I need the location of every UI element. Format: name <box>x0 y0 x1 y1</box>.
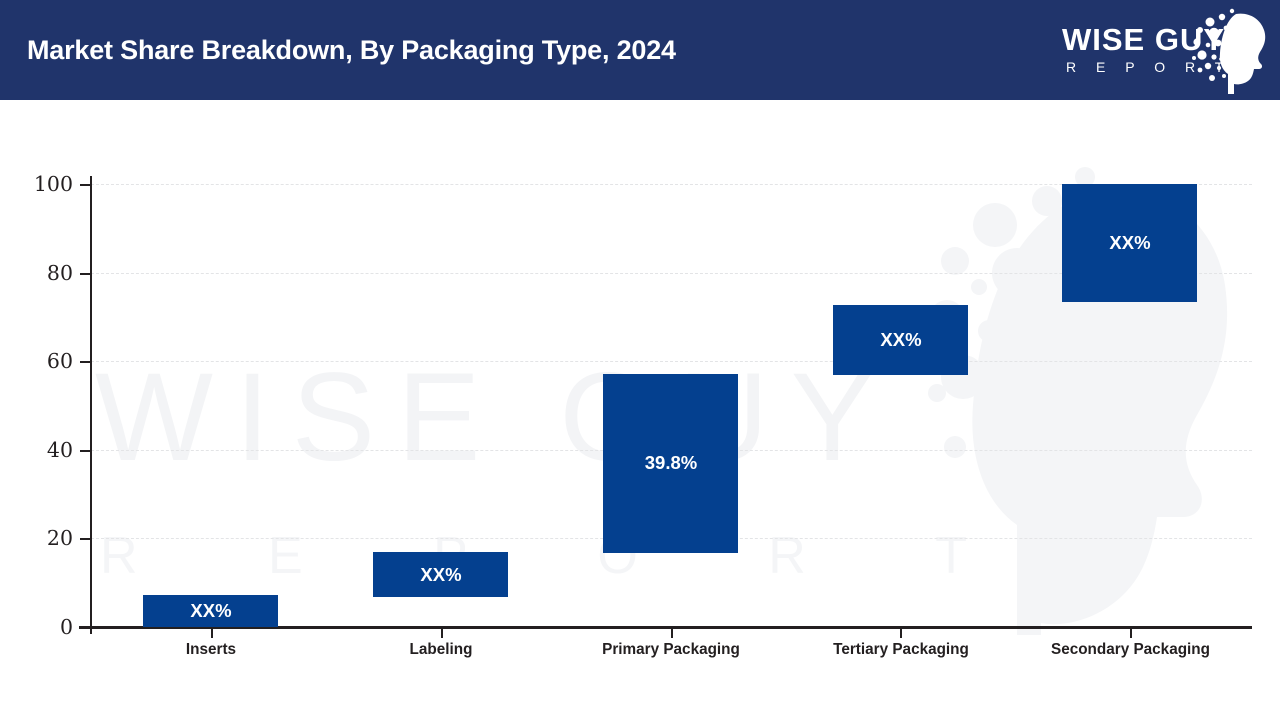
x-tick-label-labeling: Labeling <box>409 641 473 658</box>
y-tick-label-40: 40 <box>46 438 73 462</box>
page-header: Market Share Breakdown, By Packaging Typ… <box>0 0 1280 100</box>
bar-primary-packaging[interactable] <box>603 374 738 553</box>
bar-label-primary-packaging: 39.8% <box>644 452 698 473</box>
bar-tertiary-packaging[interactable] <box>833 305 968 375</box>
bar-inserts[interactable] <box>143 595 278 627</box>
gridline-100 <box>91 184 1252 185</box>
bar-label-labeling: XX% <box>420 564 462 585</box>
bar-label-secondary-packaging: XX% <box>1109 232 1151 253</box>
gridline-60 <box>91 361 1252 362</box>
bar-label-inserts: XX% <box>190 600 232 621</box>
bar-secondary-packaging[interactable] <box>1062 184 1197 302</box>
page-title: Market Share Breakdown, By Packaging Typ… <box>27 35 676 65</box>
y-tick-label-80: 80 <box>46 261 73 285</box>
x-tick-mark-2 <box>671 627 673 638</box>
y-tick-label-100: 100 <box>33 172 73 196</box>
plot-region: 0 20 40 60 80 100 XX% XX% 39.8% XX% XX% <box>0 100 1280 720</box>
chart-area: WISE GUY R E P O R T S <box>0 100 1280 720</box>
y-axis-line <box>90 176 93 634</box>
x-tick-label-tertiary-packaging: Tertiary Packaging <box>833 641 969 658</box>
brand-logo: WISE GUY R E P O R T S <box>1056 6 1274 96</box>
logo-wordmark-secondary: R E P O R T S <box>1066 59 1261 75</box>
gridline-80 <box>91 273 1252 274</box>
wise-guy-head-logo-icon <box>1192 8 1266 94</box>
y-tick-label-60: 60 <box>46 349 73 373</box>
y-tick-mark-100 <box>80 184 91 186</box>
x-tick-mark-0 <box>211 627 213 638</box>
x-tick-label-secondary-packaging: Secondary Packaging <box>1051 641 1210 658</box>
y-tick-mark-0 <box>80 627 91 629</box>
x-tick-label-primary-packaging: Primary Packaging <box>602 641 740 658</box>
y-tick-mark-60 <box>80 361 91 363</box>
y-tick-mark-40 <box>80 450 91 452</box>
y-tick-label-20: 20 <box>46 526 73 550</box>
y-tick-label-0: 0 <box>59 615 73 639</box>
x-tick-mark-4 <box>1130 627 1132 638</box>
y-tick-mark-20 <box>80 538 91 540</box>
x-tick-label-inserts: Inserts <box>185 641 237 658</box>
bar-labeling[interactable] <box>373 552 508 597</box>
x-axis-line <box>79 626 1252 629</box>
x-tick-mark-1 <box>441 627 443 638</box>
bar-label-tertiary-packaging: XX% <box>880 329 922 350</box>
y-tick-mark-80 <box>80 273 91 275</box>
x-tick-mark-3 <box>900 627 902 638</box>
